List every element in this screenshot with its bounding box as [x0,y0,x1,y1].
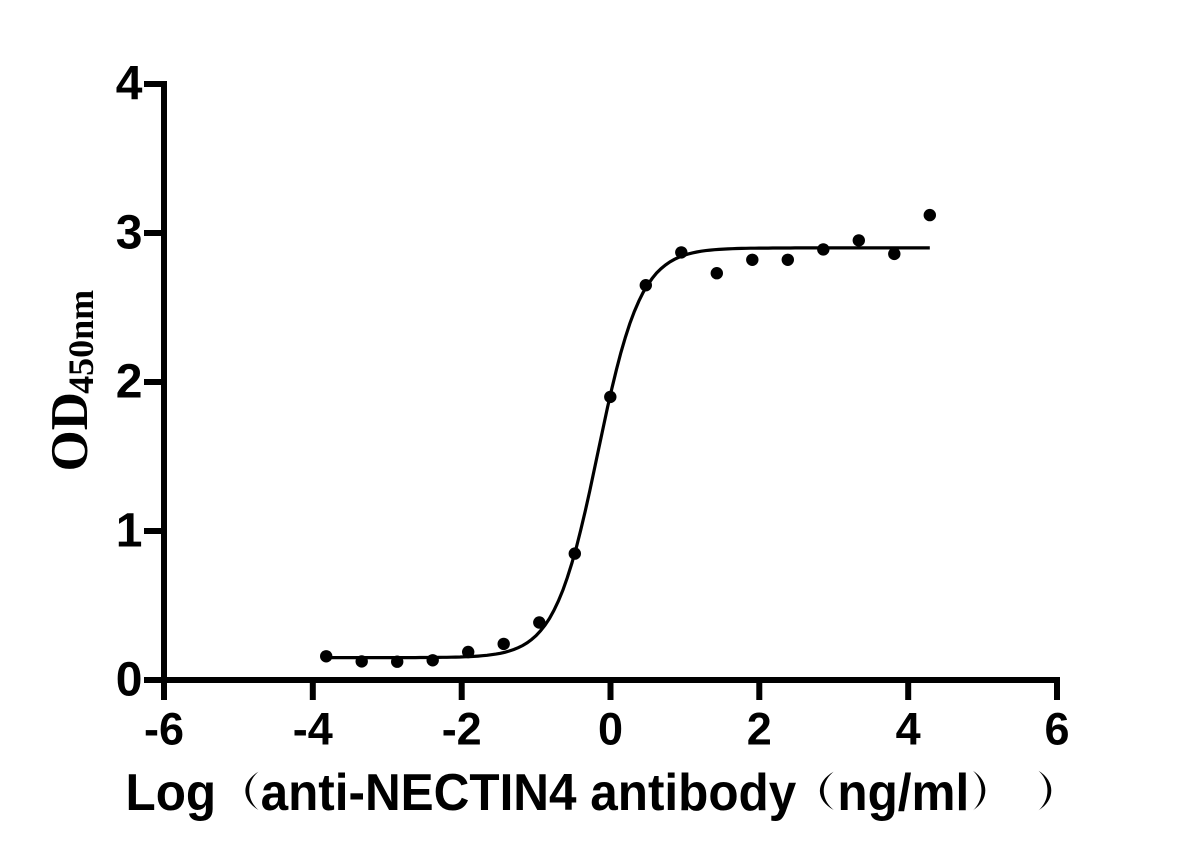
svg-text:-2: -2 [442,704,482,755]
svg-text:0: 0 [598,704,623,755]
svg-text:anti-NECTIN4 antibody: anti-NECTIN4 antibody [261,763,797,821]
svg-text:-4: -4 [293,704,333,755]
svg-text:-6: -6 [144,704,184,755]
svg-text:0: 0 [116,654,143,707]
svg-text:1: 1 [116,505,143,558]
svg-text:4: 4 [116,58,143,111]
svg-text:ng/ml: ng/ml [837,763,969,821]
svg-text:Log: Log [126,763,217,821]
svg-text:6: 6 [1044,704,1069,755]
svg-text:2: 2 [747,704,772,755]
svg-text:4: 4 [896,704,921,755]
svg-text:2: 2 [116,356,143,409]
svg-text:3: 3 [116,207,143,260]
